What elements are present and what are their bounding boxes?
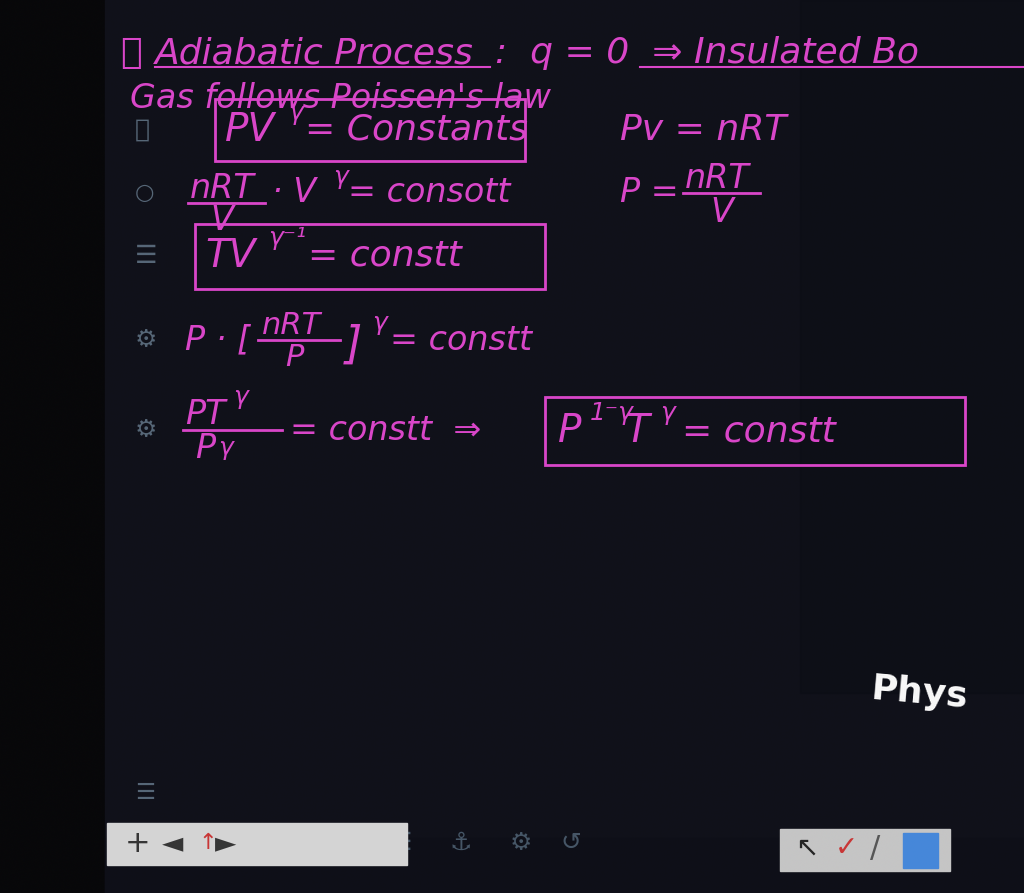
Text: = constt  ⇒: = constt ⇒ [290, 413, 481, 446]
Text: P: P [285, 344, 303, 372]
Text: = Constants: = Constants [305, 113, 528, 147]
Text: 📖: 📖 [135, 118, 150, 142]
Text: P: P [195, 431, 215, 464]
Text: ↺: ↺ [560, 831, 581, 855]
Text: ↑: ↑ [198, 833, 217, 853]
Text: ☰: ☰ [390, 831, 413, 855]
Text: ○: ○ [135, 183, 155, 203]
Text: ⚓: ⚓ [450, 831, 472, 855]
Text: V: V [710, 196, 733, 230]
Text: ⚙: ⚙ [135, 328, 158, 352]
Text: /: / [870, 833, 881, 863]
Text: = constt: = constt [390, 323, 532, 356]
Bar [545, 397, 965, 465]
Text: nRT: nRT [262, 311, 322, 339]
Text: 1⁻γ: 1⁻γ [590, 401, 634, 425]
Text: ✓: ✓ [835, 834, 858, 862]
Text: ►: ► [215, 829, 237, 857]
Text: PV: PV [225, 111, 275, 149]
Text: :  q = 0  ⇒ Insulated Bo: : q = 0 ⇒ Insulated Bo [495, 36, 919, 70]
Text: ⚙: ⚙ [135, 418, 158, 442]
Text: Phys: Phys [870, 672, 970, 714]
Text: nRT: nRT [190, 172, 255, 205]
Text: γ: γ [660, 401, 675, 425]
Text: γ: γ [233, 385, 248, 409]
Text: V: V [210, 204, 232, 238]
Text: P =: P = [620, 177, 679, 210]
Text: Pv = nRT: Pv = nRT [620, 113, 786, 147]
Text: P: P [558, 412, 582, 450]
Text: γ: γ [218, 436, 232, 460]
Text: P · [: P · [ [185, 323, 250, 356]
Text: ⒣: ⒣ [120, 36, 141, 70]
Text: TV: TV [205, 237, 255, 275]
Text: ◄: ◄ [162, 829, 183, 857]
Text: Adiabatic Process: Adiabatic Process [155, 36, 474, 70]
Text: +: + [125, 829, 151, 857]
Bar [800, 0, 1024, 693]
Text: = constt: = constt [308, 239, 462, 273]
Text: = constt: = constt [682, 414, 836, 448]
Bar [105, 838, 1024, 893]
Text: ☰: ☰ [135, 783, 155, 803]
Text: Gas follows Poissen's law: Gas follows Poissen's law [130, 81, 551, 114]
Bar [903, 833, 938, 868]
Bar [0, 0, 105, 893]
Text: γ: γ [288, 101, 303, 125]
Text: ]: ] [345, 323, 362, 366]
Bar [215, 99, 525, 161]
Bar [195, 224, 545, 289]
Text: = consott: = consott [348, 177, 511, 210]
Text: ⚙: ⚙ [510, 831, 532, 855]
Text: T: T [625, 412, 649, 450]
Bar [105, 0, 1024, 893]
Bar [780, 829, 950, 871]
Text: γ: γ [372, 311, 387, 335]
Text: · V: · V [272, 177, 316, 210]
Bar [106, 823, 407, 865]
Text: nRT: nRT [685, 162, 750, 195]
Text: ☰: ☰ [135, 244, 158, 268]
Text: γ: γ [333, 165, 348, 189]
Text: ↖: ↖ [795, 834, 818, 862]
Text: PT: PT [185, 398, 225, 431]
Text: γ⁻¹: γ⁻¹ [268, 226, 306, 250]
